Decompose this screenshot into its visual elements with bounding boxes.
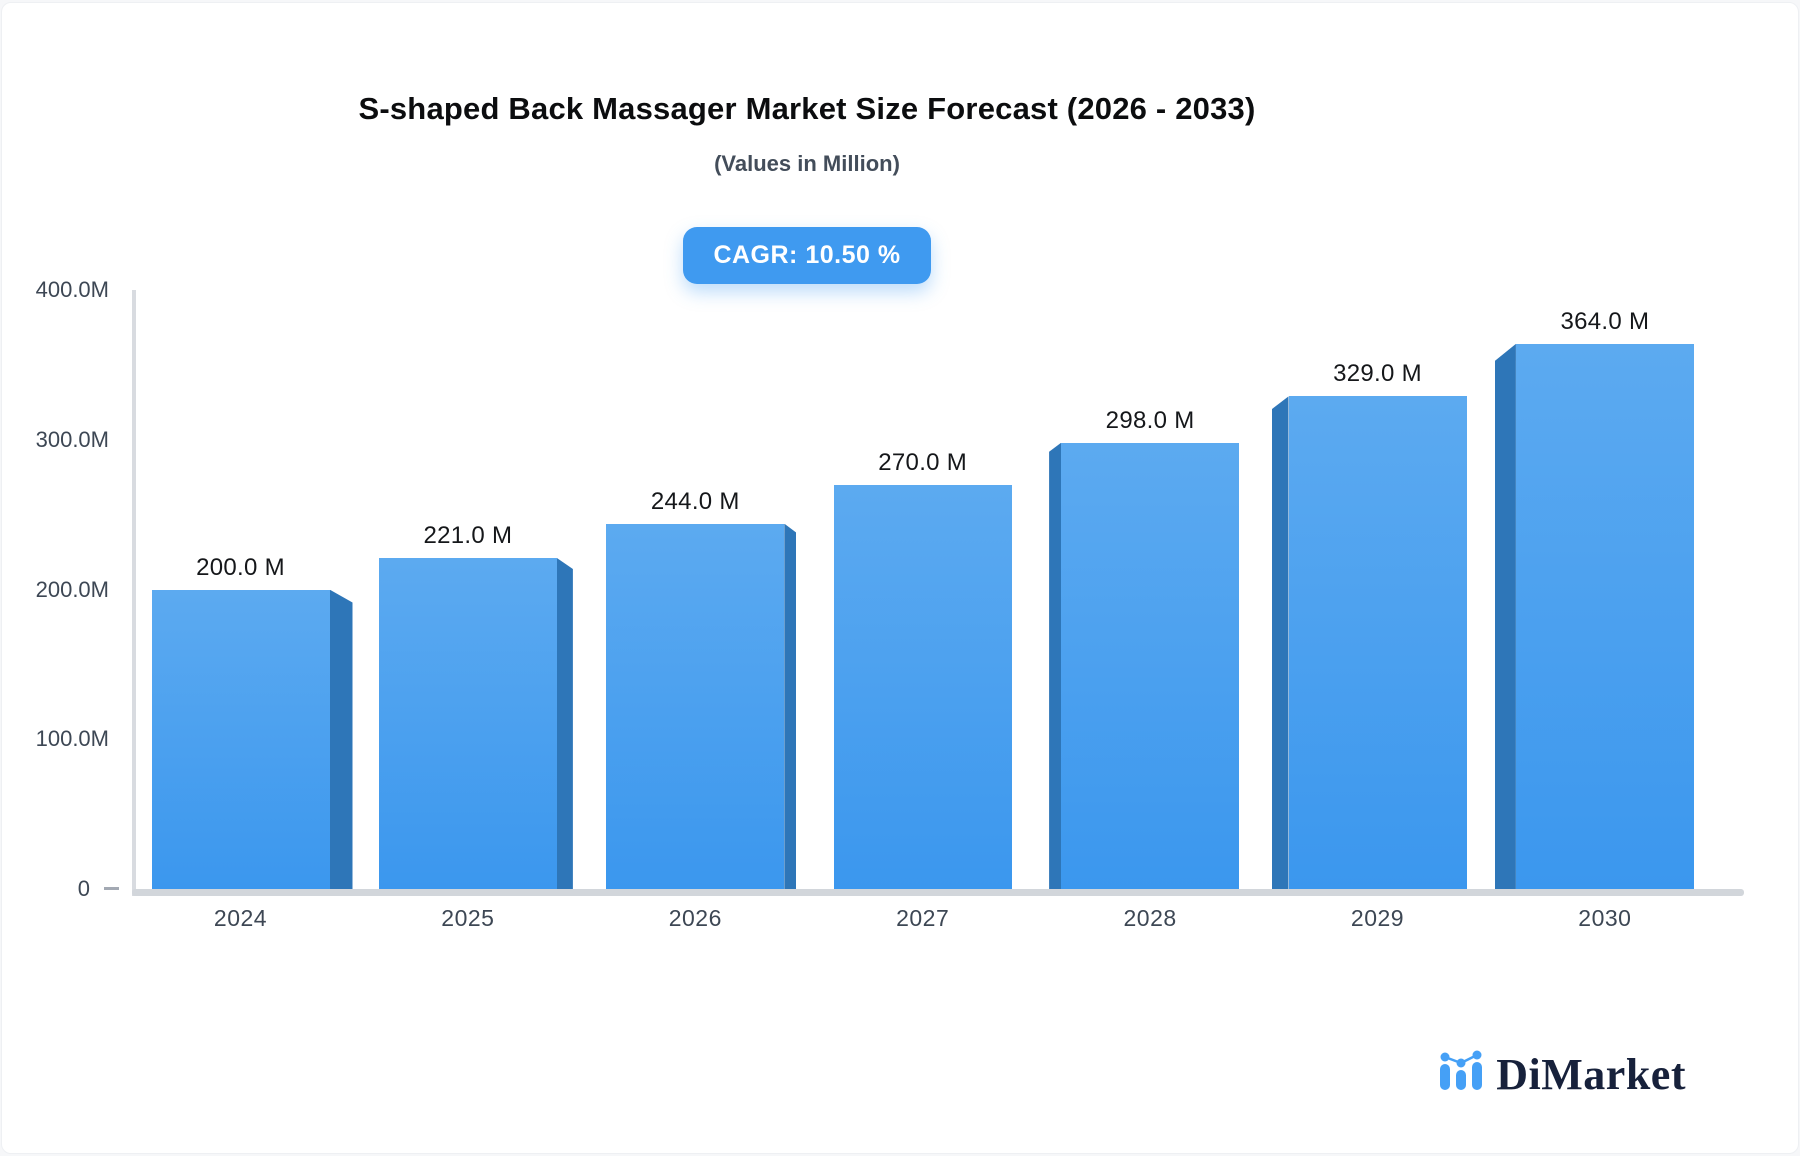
bar	[151, 589, 330, 889]
bar-value-label: 329.0 M	[1333, 360, 1422, 388]
y-axis-tick-label: 0	[77, 876, 90, 901]
x-axis-tick-label: 2026	[668, 905, 722, 931]
bar	[378, 558, 557, 889]
bar-value-label: 221.0 M	[423, 522, 513, 550]
bar-side-face	[329, 589, 353, 889]
bar-side-face	[1494, 343, 1516, 889]
zero-tick-mark	[104, 887, 119, 890]
bar-value-label: 364.0 M	[1560, 307, 1650, 335]
x-axis-tick-label: 2030	[1578, 905, 1632, 931]
bar	[833, 484, 1012, 889]
chart-header: S-shaped Back Massager Market Size Forec…	[2, 3, 1612, 303]
bar-side-face	[784, 523, 797, 889]
dimarket-logo: DiMarket	[1440, 1050, 1686, 1097]
bar	[1061, 442, 1240, 889]
y-axis-tick-label: 300.0M	[35, 426, 109, 452]
chart-title: S-shaped Back Massager Market Size Forec…	[358, 91, 1256, 126]
bar-side-face	[556, 558, 573, 889]
y-axis-tick-label: 100.0M	[35, 726, 109, 752]
y-axis-line	[132, 290, 136, 896]
cagr-badge-row: CAGR: 10.50 %	[2, 227, 1612, 284]
bar	[1288, 396, 1467, 889]
bar-value-label: 298.0 M	[1105, 406, 1195, 434]
y-axis-tick-label: 400.0M	[35, 277, 109, 302]
bar-side-face	[1271, 396, 1289, 889]
mini-bar-chart-icon	[1440, 1050, 1483, 1090]
bar	[1515, 343, 1694, 889]
cagr-badge: CAGR: 10.50 %	[683, 227, 931, 284]
x-axis-tick-label: 2029	[1350, 905, 1405, 931]
bar-side-face	[1049, 442, 1062, 889]
bar-value-label: 270.0 M	[878, 448, 968, 476]
x-axis-tick-label: 2027	[896, 905, 950, 931]
chart-subtitle: (Values in Million)	[714, 151, 900, 176]
bar-value-label: 200.0 M	[196, 553, 285, 581]
bar	[606, 523, 785, 889]
x-axis-tick-label: 2028	[1123, 905, 1177, 931]
x-axis-tick-label: 2024	[213, 905, 268, 931]
bar-value-label: 244.0 M	[650, 487, 740, 515]
plot-area: 0 100.0M 200.0M 300.0M 400.0M 200.0 M 2024 221.…	[2, 3, 1798, 1153]
x-axis-baseline	[132, 889, 1744, 896]
y-axis-tick-label: 200.0M	[35, 576, 109, 602]
dimarket-logo-text: DiMarket	[1496, 1050, 1686, 1099]
x-axis-tick-label: 2025	[441, 905, 495, 931]
